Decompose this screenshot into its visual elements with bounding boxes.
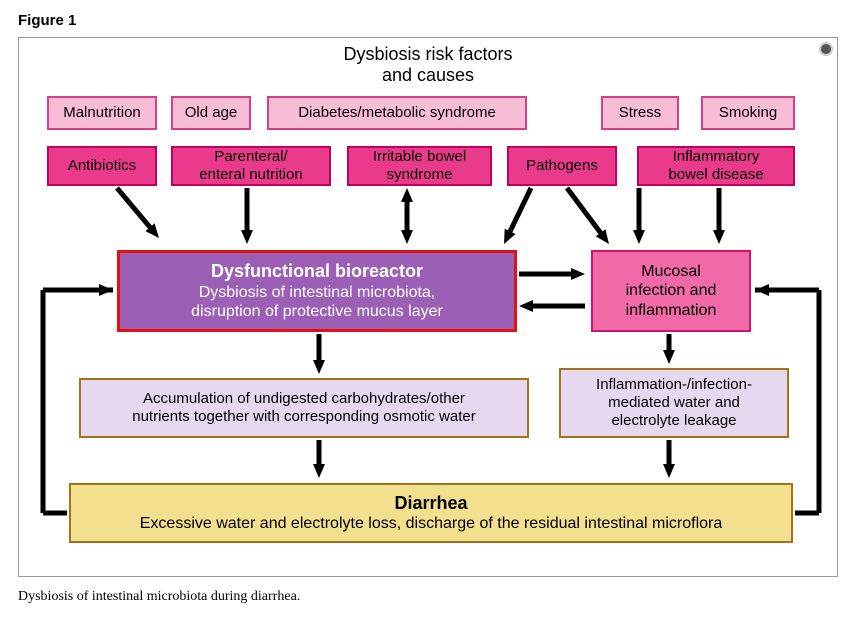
node-accum: Accumulation of undigested carbohydrates… <box>79 378 529 438</box>
node-bioreactor-title: Dysfunctional bioreactor <box>211 261 423 283</box>
node-mucosal: Mucosal infection and inflammation <box>591 250 751 332</box>
node-diarrhea-label: Excessive water and electrolyte loss, di… <box>140 514 723 533</box>
figure-caption: Dysbiosis of intestinal microbiota durin… <box>18 589 842 605</box>
node-pathogens: Pathogens <box>507 146 617 186</box>
node-ibd-label: Inflammatory bowel disease <box>668 148 763 184</box>
node-antibiotics-label: Antibiotics <box>68 157 136 175</box>
node-malnutrition-label: Malnutrition <box>63 104 141 122</box>
diagram-title-line1: Dysbiosis risk factors <box>343 44 512 64</box>
node-ibs-label: Irritable bowel syndrome <box>373 148 466 184</box>
node-diarrhea-title: Diarrhea <box>394 493 467 515</box>
node-diarrhea: DiarrheaExcessive water and electrolyte … <box>69 483 793 543</box>
node-oldage: Old age <box>171 96 251 130</box>
node-diabetes: Diabetes/metabolic syndrome <box>267 96 527 130</box>
node-diabetes-label: Diabetes/metabolic syndrome <box>298 104 496 122</box>
diagram-title-line2: and causes <box>382 65 474 85</box>
node-leakage: Inflammation-/infection- mediated water … <box>559 368 789 438</box>
node-bioreactor: Dysfunctional bioreactorDysbiosis of int… <box>117 250 517 332</box>
node-ibs: Irritable bowel syndrome <box>347 146 492 186</box>
node-smoking-label: Smoking <box>719 104 777 122</box>
figure-label: Figure 1 <box>18 12 842 29</box>
node-ibd: Inflammatory bowel disease <box>637 146 795 186</box>
node-parenteral-label: Parenteral/ enteral nutrition <box>199 148 302 184</box>
node-parenteral: Parenteral/ enteral nutrition <box>171 146 331 186</box>
diagram-frame: Dysbiosis risk factors and causes Malnut… <box>18 37 838 577</box>
node-leakage-label: Inflammation-/infection- mediated water … <box>596 376 752 430</box>
node-bioreactor-label: Dysbiosis of intestinal microbiota, disr… <box>191 283 443 321</box>
node-stress: Stress <box>601 96 679 130</box>
node-accum-label: Accumulation of undigested carbohydrates… <box>132 390 476 426</box>
node-pathogens-label: Pathogens <box>526 157 598 175</box>
node-antibiotics: Antibiotics <box>47 146 157 186</box>
node-oldage-label: Old age <box>185 104 238 122</box>
node-smoking: Smoking <box>701 96 795 130</box>
node-stress-label: Stress <box>619 104 662 122</box>
node-mucosal-label: Mucosal infection and inflammation <box>626 262 717 320</box>
node-malnutrition: Malnutrition <box>47 96 157 130</box>
diagram-title: Dysbiosis risk factors and causes <box>19 44 837 86</box>
